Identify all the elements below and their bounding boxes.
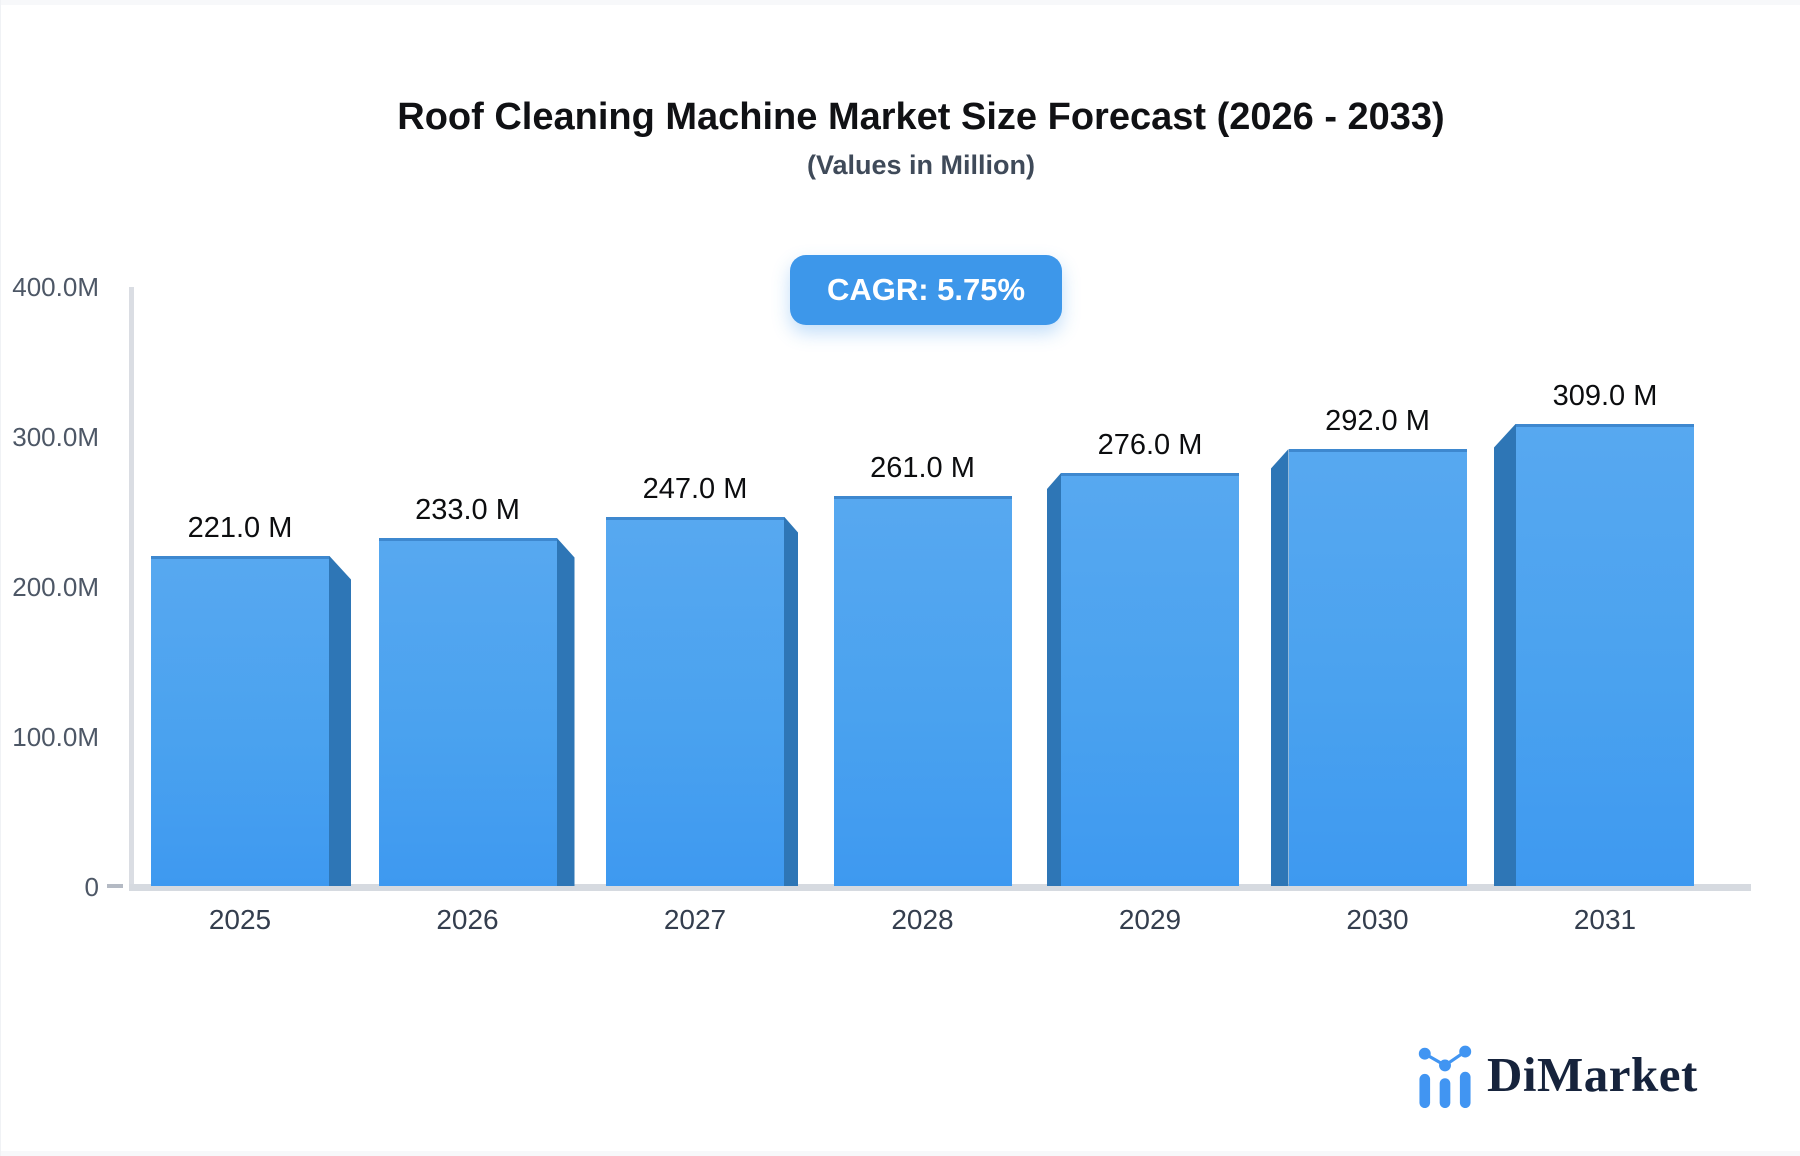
- bar-2030[interactable]: [1270, 449, 1467, 886]
- bar-2025[interactable]: [151, 555, 351, 886]
- bar-3d-side: [1047, 473, 1061, 886]
- y-axis-line: [129, 287, 134, 891]
- top-edge-strip: [1, 0, 1800, 5]
- bar-3d-side: [556, 537, 575, 886]
- page-subtitle: (Values in Million): [806, 150, 1036, 180]
- bar-2031[interactable]: [1494, 423, 1694, 886]
- bar-face: [606, 516, 784, 886]
- x-axis-line: [129, 884, 1751, 891]
- x-axis-tick-label: 2027: [663, 904, 727, 935]
- bar-2028[interactable]: [833, 495, 1012, 886]
- y-axis-tick-label: 0: [84, 872, 99, 902]
- y-axis-tick-label: 200.0M: [12, 572, 99, 602]
- bar-2029[interactable]: [1047, 473, 1239, 886]
- mini-bar-line-chart-icon: [1418, 1045, 1472, 1108]
- brand-name: DiMarket: [1487, 1047, 1698, 1102]
- bar-2027[interactable]: [606, 516, 798, 886]
- bar-3d-side: [329, 555, 351, 886]
- x-axis-tick-label: 2029: [1118, 904, 1182, 935]
- bar-face: [1516, 423, 1694, 886]
- bar-face: [1061, 473, 1239, 886]
- bar-2026[interactable]: [378, 537, 575, 886]
- brand-logo: DiMarket: [1417, 1040, 1698, 1110]
- page-title: Roof Cleaning Machine Market Size Foreca…: [397, 96, 1445, 138]
- zero-tick-mark: [107, 884, 123, 888]
- y-axis-tick-label: 100.0M: [12, 722, 99, 752]
- bottom-edge-strip: [1, 1151, 1800, 1156]
- bar-value-label: 261.0 M: [870, 451, 975, 484]
- bar-3d-side: [1494, 423, 1516, 886]
- x-axis-tick-label: 2025: [208, 904, 272, 935]
- bar-face: [151, 555, 329, 886]
- bar-face: [378, 537, 557, 886]
- bar-face: [833, 495, 1012, 886]
- bar-3d-side: [784, 516, 798, 886]
- bar-value-label: 276.0 M: [1097, 429, 1203, 461]
- bar-value-label: 292.0 M: [1325, 405, 1430, 437]
- x-axis-tick-label: 2026: [436, 904, 499, 935]
- bar-3d-side: [1270, 449, 1289, 886]
- y-axis-tick-label: 300.0M: [12, 422, 99, 452]
- bar-value-label: 247.0 M: [642, 472, 748, 505]
- bar-face: [1288, 449, 1467, 886]
- cagr-badge: CAGR: 5.75%: [790, 255, 1062, 325]
- bar-value-label: 233.0 M: [415, 493, 520, 526]
- bar-value-label: 221.0 M: [187, 511, 293, 544]
- x-axis-tick-label: 2028: [891, 904, 954, 935]
- x-axis-tick-label: 2030: [1346, 904, 1409, 935]
- y-axis-tick-label: 400.0M: [12, 272, 99, 302]
- x-axis-tick-label: 2031: [1573, 904, 1637, 935]
- bar-value-label: 309.0 M: [1552, 379, 1658, 412]
